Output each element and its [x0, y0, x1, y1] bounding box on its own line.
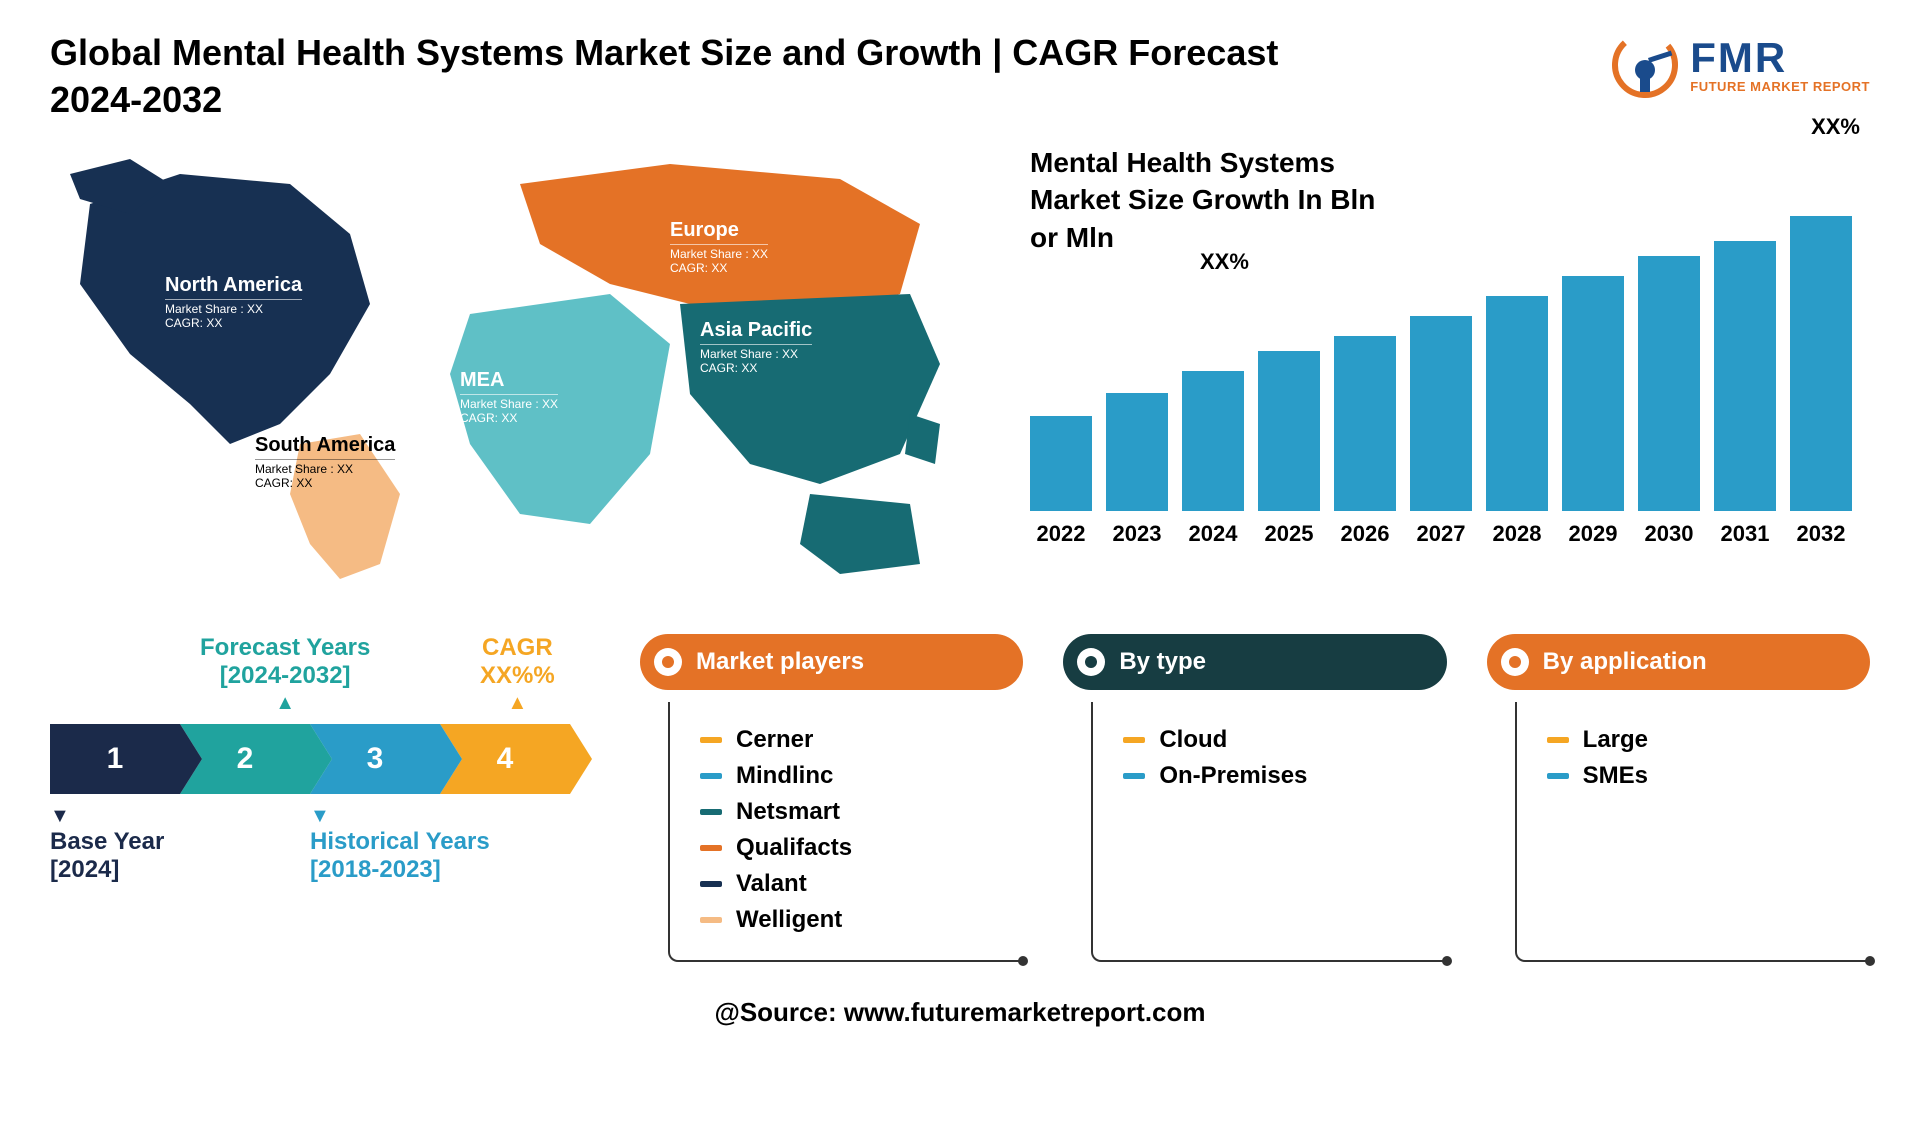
- region-mea: MEA Market Share : XX CAGR: XX: [460, 369, 558, 425]
- bar-2024: 2024: [1182, 371, 1244, 547]
- bar-2025: 2025: [1258, 351, 1320, 547]
- legend-cagr: CAGRXX%% ▲: [480, 634, 555, 716]
- logo-icon: [1610, 30, 1680, 100]
- pill-by-type: By type: [1063, 634, 1446, 690]
- legend-hist: ▼ Historical Years[2018-2023]: [310, 804, 490, 886]
- bar-2029: 2029: [1562, 276, 1624, 547]
- bar-2026: 2026: [1334, 336, 1396, 547]
- bar-2028: 2028: [1486, 296, 1548, 547]
- page-title: Global Mental Health Systems Market Size…: [50, 30, 1300, 124]
- seg-item: On-Premises: [1123, 758, 1436, 794]
- segment-market-players: Market players CernerMindlincNetsmartQua…: [640, 634, 1023, 962]
- seg-item: Cerner: [700, 722, 1013, 758]
- bar-2032: 2032: [1790, 216, 1852, 547]
- timeline-step-1: 1: [50, 724, 180, 794]
- fmr-logo: FMR FUTURE MARKET REPORT: [1610, 30, 1870, 100]
- seg-item: Mindlinc: [700, 758, 1013, 794]
- source-attribution: @Source: www.futuremarketreport.com: [50, 997, 1870, 1028]
- world-map: North America Market Share : XX CAGR: XX…: [50, 144, 950, 584]
- bar-2031: 2031: [1714, 241, 1776, 547]
- pill-market-players: Market players: [640, 634, 1023, 690]
- bar-2030: 2030: [1638, 256, 1700, 547]
- region-na: North America Market Share : XX CAGR: XX: [165, 274, 302, 330]
- legend-forecast: Forecast Years[2024-2032] ▲: [200, 634, 370, 716]
- pill-by-application: By application: [1487, 634, 1870, 690]
- segment-by-application: By application LargeSMEs: [1487, 634, 1870, 962]
- seg-item: Valant: [700, 866, 1013, 902]
- timeline: Forecast Years[2024-2032] ▲ CAGRXX%% ▲ 1…: [50, 634, 610, 794]
- bar-2027: 2027: [1410, 316, 1472, 547]
- segment-by-type: By type CloudOn-Premises: [1063, 634, 1446, 962]
- growth-bar-chart: Mental Health Systems Market Size Growth…: [990, 144, 1870, 584]
- legend-base: ▼ Base Year[2024]: [50, 804, 164, 886]
- logo-text-fmr: FMR: [1690, 37, 1787, 79]
- bar-2023: 2023: [1106, 393, 1168, 547]
- seg-item: Netsmart: [700, 794, 1013, 830]
- region-sa: South America Market Share : XX CAGR: XX: [255, 434, 395, 490]
- seg-item: Welligent: [700, 902, 1013, 938]
- seg-item: Cloud: [1123, 722, 1436, 758]
- seg-item: Qualifacts: [700, 830, 1013, 866]
- seg-item: SMEs: [1547, 758, 1860, 794]
- region-eu: Europe Market Share : XX CAGR: XX: [670, 219, 768, 275]
- seg-item: Large: [1547, 722, 1860, 758]
- bar-2022: 2022: [1030, 416, 1092, 547]
- logo-text-sub: FUTURE MARKET REPORT: [1690, 79, 1870, 94]
- annot-2032: XX%: [1811, 114, 1860, 140]
- region-apac: Asia Pacific Market Share : XX CAGR: XX: [700, 319, 812, 375]
